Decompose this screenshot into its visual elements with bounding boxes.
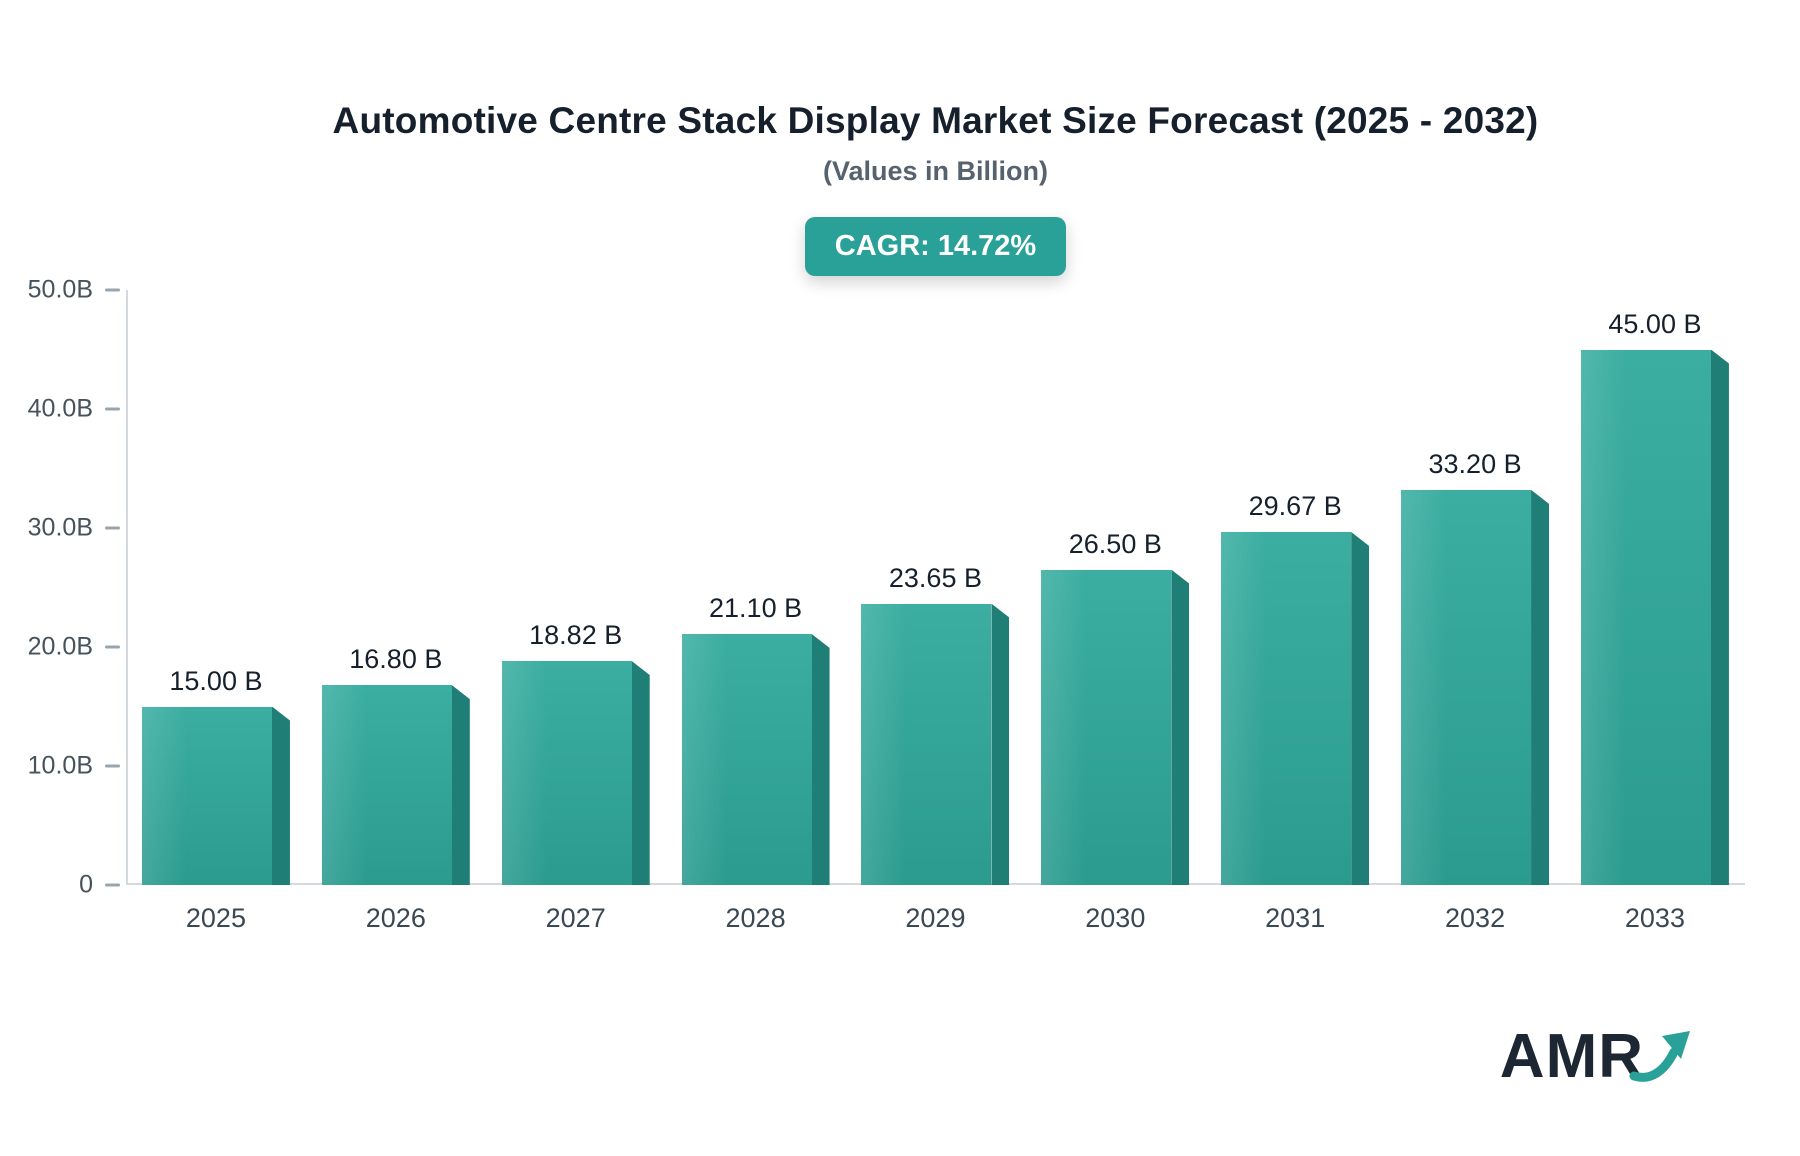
- y-tick-dash: [105, 407, 120, 411]
- chart-header: Automotive Centre Stack Display Market S…: [126, 100, 1745, 276]
- bar: [861, 603, 1010, 885]
- y-tick: 10.0B: [28, 752, 120, 781]
- y-tick-label: 50.0B: [27, 275, 93, 304]
- y-tick: 40.0B: [28, 395, 120, 424]
- bar: [321, 685, 470, 885]
- bar-side-face: [1171, 569, 1190, 885]
- y-tick-dash: [105, 883, 120, 887]
- bar-main-face: [861, 603, 992, 885]
- bar-group: 23.65 B: [854, 290, 1016, 885]
- bar-value-label: 16.80 B: [349, 644, 443, 675]
- bars: 15.00 B 16.80 B 18.82 B 21.10 B 23.65 B 26.50…: [126, 290, 1745, 885]
- x-tick-label: 2026: [365, 903, 426, 933]
- bar-value-label: 26.50 B: [1068, 528, 1162, 559]
- bar-main-face: [321, 685, 452, 885]
- bar: [1041, 569, 1190, 885]
- bar-side-face: [991, 603, 1010, 885]
- bar-side-face: [631, 661, 650, 885]
- bar-value-label: 45.00 B: [1608, 308, 1702, 339]
- y-tick-dash: [105, 526, 120, 530]
- bar-group: 18.82 B: [495, 290, 657, 885]
- x-tick-label: 2031: [1265, 903, 1326, 933]
- y-tick-label: 20.0B: [27, 632, 93, 661]
- y-tick-label: 10.0B: [27, 751, 93, 780]
- bar-main-face: [1221, 531, 1352, 885]
- x-tick-label: 2025: [185, 903, 246, 933]
- x-tick-label: 2029: [905, 903, 966, 933]
- bar-side-face: [1531, 489, 1550, 885]
- bar: [141, 706, 290, 885]
- bar-value-label: 33.20 B: [1428, 448, 1522, 479]
- x-axis-labels: 2025 2026 2027 2028 2029 2030 2031 2032 2033: [126, 903, 1745, 934]
- y-tick: 20.0B: [28, 633, 120, 662]
- y-tick-label: 40.0B: [27, 394, 93, 423]
- y-tick-dash: [105, 764, 120, 768]
- y-tick: 30.0B: [28, 514, 120, 543]
- bar-value-label: 18.82 B: [529, 620, 623, 651]
- bar: [501, 661, 650, 885]
- x-tick-label: 2030: [1085, 903, 1146, 933]
- bar-group: 29.67 B: [1214, 290, 1376, 885]
- y-tick: 0: [79, 871, 120, 900]
- bar-main-face: [1041, 569, 1172, 885]
- bar-side-face: [811, 633, 830, 885]
- chart-subtitle: (Values in Billion): [822, 156, 1049, 186]
- amr-logo-text: AMR: [1499, 1022, 1644, 1091]
- y-tick-label: 30.0B: [27, 513, 93, 542]
- bar: [1580, 349, 1729, 885]
- bar-value-label: 23.65 B: [888, 562, 982, 593]
- bar-side-face: [271, 706, 290, 885]
- bar-side-face: [1351, 531, 1370, 885]
- y-axis: 0 10.0B 20.0B 30.0B 40.0B 50.0B: [0, 276, 120, 899]
- x-tick-label: 2027: [545, 903, 606, 933]
- bar-group: 21.10 B: [675, 290, 837, 885]
- bar-side-face: [451, 685, 470, 885]
- y-tick-label: 0: [79, 870, 93, 899]
- y-tick-dash: [105, 288, 120, 292]
- cagr-badge: CAGR: 14.72%: [804, 217, 1067, 276]
- bar-main-face: [501, 661, 632, 885]
- bar: [1401, 489, 1550, 885]
- bar-side-face: [1710, 349, 1729, 885]
- bar-main-face: [1580, 349, 1711, 885]
- amr-logo: AMR: [1500, 1026, 1692, 1088]
- bar-group: 45.00 B: [1574, 290, 1736, 885]
- y-tick: 50.0B: [28, 276, 120, 305]
- y-tick-dash: [105, 645, 120, 649]
- bar-main-face: [681, 633, 812, 885]
- bar-group: 16.80 B: [315, 290, 477, 885]
- bar-main-face: [141, 706, 272, 885]
- x-tick-label: 2032: [1445, 903, 1506, 933]
- bar-value-label: 15.00 B: [169, 665, 263, 696]
- bar: [1221, 531, 1370, 885]
- bar-group: 33.20 B: [1394, 290, 1556, 885]
- x-tick-label: 2028: [725, 903, 786, 933]
- bar: [681, 633, 830, 885]
- x-tick-label: 2033: [1624, 903, 1685, 933]
- bar-group: 26.50 B: [1034, 290, 1196, 885]
- bar-group: 15.00 B: [135, 290, 297, 885]
- bar-value-label: 29.67 B: [1248, 490, 1342, 521]
- page-title: Automotive Centre Stack Display Market S…: [332, 100, 1539, 141]
- bar-main-face: [1401, 489, 1532, 885]
- bar-value-label: 21.10 B: [709, 592, 803, 623]
- growth-arrow-icon: [1629, 1031, 1690, 1082]
